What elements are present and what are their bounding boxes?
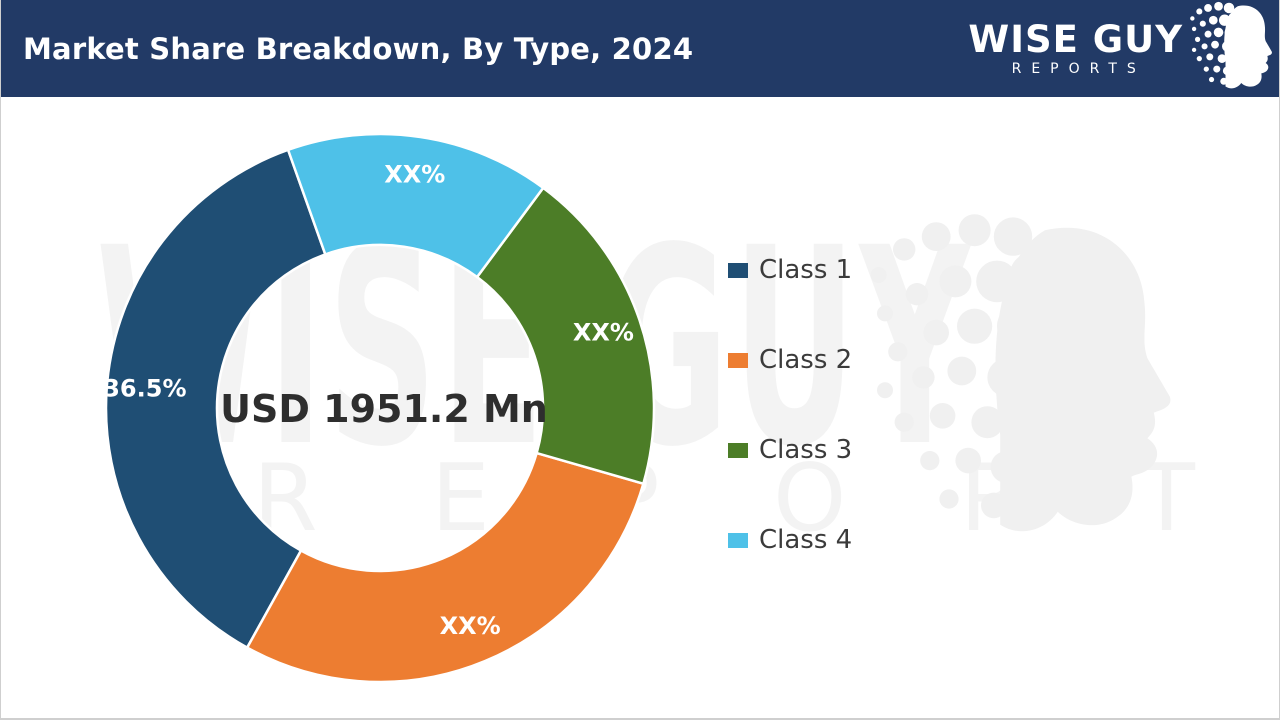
donut-slice-class-2 [245, 451, 645, 684]
donut-slice-class-1 [104, 148, 327, 649]
legend-swatch [728, 532, 748, 548]
page-title: Market Share Breakdown, By Type, 2024 [23, 31, 694, 66]
legend-label: Class 3 [759, 435, 853, 465]
legend-label: Class 2 [759, 345, 853, 375]
slice-label-class-2: XX% [440, 612, 501, 640]
brand-wordmark: WISE GUY [968, 17, 1183, 61]
legend-item-class-4: Class 4 [728, 520, 852, 560]
slice-label-class-4: XX% [384, 161, 445, 189]
header-bar: Market Share Breakdown, By Type, 2024 WI… [1, 0, 1279, 97]
slice-label-class-3: XX% [573, 318, 634, 346]
donut-slice-class-3 [475, 186, 656, 485]
brand-logo: WISE GUY REPORTS [968, 0, 1273, 97]
legend-item-class-2: Class 2 [728, 340, 852, 380]
legend-swatch [728, 442, 748, 458]
legend-item-class-1: Class 1 [728, 250, 852, 290]
legend: Class 1 Class 2 Class 3 Class 4 [728, 250, 852, 560]
center-value-label: USD 1951.2 Mn [220, 387, 548, 431]
legend-label: Class 1 [759, 255, 853, 285]
logo-dots [1190, 1, 1241, 85]
donut-chart: 36.5% XX% XX% XX% [103, 132, 656, 684]
legend-item-class-3: Class 3 [728, 430, 852, 470]
donut-slice-class-4 [286, 132, 545, 279]
legend-swatch [728, 352, 748, 368]
brand-logo-text: WISE GUY REPORTS [968, 21, 1183, 77]
legend-label: Class 4 [759, 525, 853, 555]
legend-swatch [728, 262, 748, 278]
slice-label-class-1: 36.5% [103, 375, 186, 403]
watermark-face-icon [870, 214, 1171, 532]
brand-subtext: REPORTS [1011, 60, 1146, 77]
logo-face-icon [1190, 1, 1272, 88]
